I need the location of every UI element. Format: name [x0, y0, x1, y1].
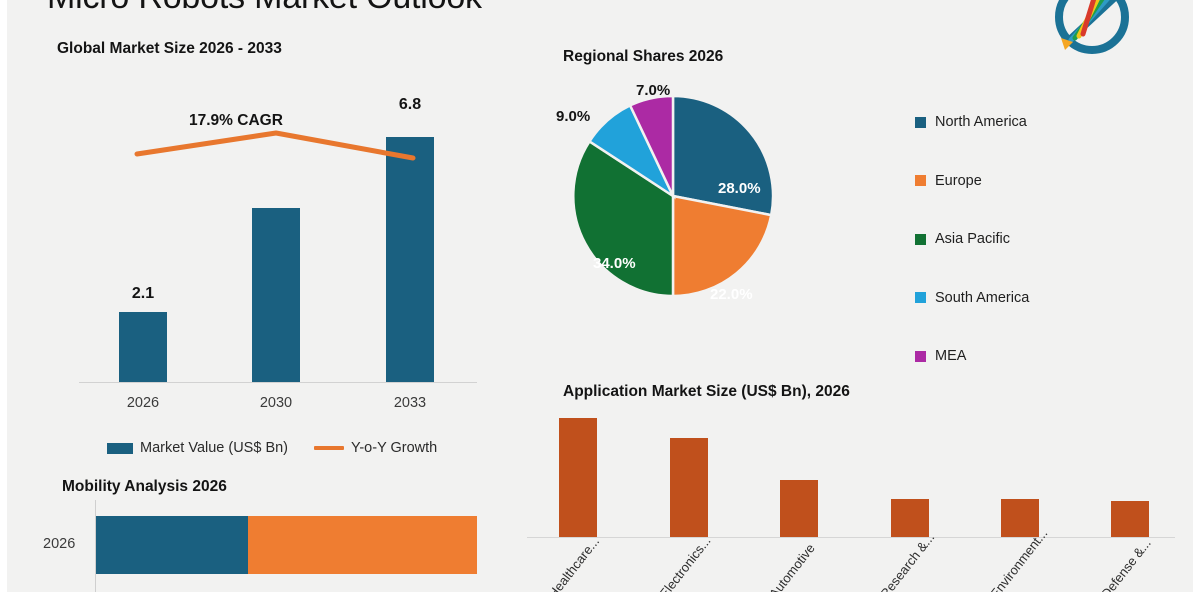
cagr-annotation: 17.9% CAGR	[189, 112, 283, 129]
global-market-title: Global Market Size 2026 - 2033	[57, 40, 282, 57]
global-market-chart: 2.1 6.8 17.9% CAGR 2026 2030 2033	[37, 70, 497, 470]
mobility-segment-a[interactable]	[96, 516, 248, 574]
regional-shares-title: Regional Shares 2026	[563, 48, 724, 65]
legend-item-mea[interactable]: MEA	[915, 327, 1029, 386]
legend-label-mea: MEA	[935, 348, 967, 365]
legend-label-europe: Europe	[935, 172, 982, 189]
legend-item-europe[interactable]: Europe	[915, 152, 1029, 211]
pie-label-north-america: 28.0%	[718, 180, 761, 197]
app-category-electronics: Electronics...	[656, 533, 714, 592]
application-market-chart: Healthcare... Electronics... Automotive …	[507, 400, 1187, 592]
pie-slice-north-america	[671, 94, 775, 217]
legend-label-market-value: Market Value (US$ Bn)	[140, 440, 289, 456]
app-bar-research[interactable]	[891, 499, 929, 537]
chart-axis-line	[95, 500, 96, 592]
legend-label-north-america: North America	[935, 114, 1027, 131]
app-bar-defense[interactable]	[1111, 501, 1149, 537]
legend-label-asia-pacific: Asia Pacific	[935, 231, 1010, 248]
pie-label-europe: 22.0%	[710, 286, 753, 303]
legend-item-yoy-growth[interactable]: Y-o-Y Growth	[314, 440, 437, 456]
chart-axis-line	[527, 537, 1175, 538]
app-category-research: Research &...	[877, 529, 938, 592]
mobility-segment-b[interactable]	[248, 516, 477, 574]
regional-shares-chart: 28.0% 22.0% 34.0% 9.0% 7.0%	[556, 70, 943, 370]
mobility-analysis-chart: 2026	[37, 498, 497, 592]
pie-label-mea: 7.0%	[636, 82, 671, 99]
legend-item-asia-pacific[interactable]: Asia Pacific	[915, 210, 1029, 269]
pie-graphic	[572, 94, 775, 298]
application-market-title: Application Market Size (US$ Bn), 2026	[563, 383, 850, 400]
category-label-2026: 2026	[126, 395, 160, 411]
category-label-2033: 2033	[393, 395, 427, 411]
chart-axis-line	[79, 382, 477, 383]
pie-slice-mea	[628, 94, 675, 197]
legend-swatch-north-america-icon	[915, 116, 926, 128]
app-bar-environment[interactable]	[1001, 499, 1039, 537]
global-market-legend: Market Value (US$ Bn) Y-o-Y Growth	[107, 440, 437, 456]
legend-swatch-mea-icon	[915, 350, 926, 362]
bar-value-2033: 6.8	[398, 96, 422, 113]
legend-swatch-line-icon	[314, 446, 345, 450]
app-category-automotive: Automotive	[766, 540, 818, 592]
pie-slice-europe	[671, 194, 773, 298]
bar-2026[interactable]	[119, 312, 167, 382]
legend-swatch-europe-icon	[915, 175, 926, 187]
bar-value-2026: 2.1	[131, 285, 155, 302]
mobility-category-label: 2026	[43, 536, 76, 552]
pie-label-asia-pacific: 34.0%	[593, 255, 636, 272]
company-logo	[1055, 0, 1129, 54]
app-bar-electronics[interactable]	[670, 438, 708, 537]
mobility-analysis-title: Mobility Analysis 2026	[62, 478, 227, 495]
regional-shares-legend: North America Europe Asia Pacific South …	[915, 93, 1029, 386]
legend-swatch-south-america-icon	[915, 292, 926, 304]
pie-label-south-america: 9.0%	[556, 108, 591, 125]
legend-swatch-bar-icon	[107, 442, 133, 454]
category-label-2030: 2030	[259, 395, 293, 411]
app-category-healthcare: Healthcare...	[545, 533, 603, 592]
slide-canvas: Micro Robots Market Outlook Global Marke…	[7, 0, 1193, 592]
legend-item-south-america[interactable]: South America	[915, 269, 1029, 328]
legend-swatch-asia-pacific-icon	[915, 233, 926, 245]
app-bar-healthcare[interactable]	[559, 418, 597, 537]
app-bar-automotive[interactable]	[780, 480, 818, 537]
bar-2030[interactable]	[252, 208, 300, 382]
bar-2033[interactable]	[386, 137, 434, 382]
legend-label-south-america: South America	[935, 289, 1030, 306]
legend-label-yoy-growth: Y-o-Y Growth	[351, 440, 438, 456]
legend-item-market-value[interactable]: Market Value (US$ Bn)	[107, 440, 288, 456]
legend-item-north-america[interactable]: North America	[915, 93, 1029, 152]
page-title: Micro Robots Market Outlook	[47, 0, 482, 17]
app-category-defense: Defense &...	[1098, 535, 1154, 592]
yoy-growth-line	[134, 130, 416, 161]
